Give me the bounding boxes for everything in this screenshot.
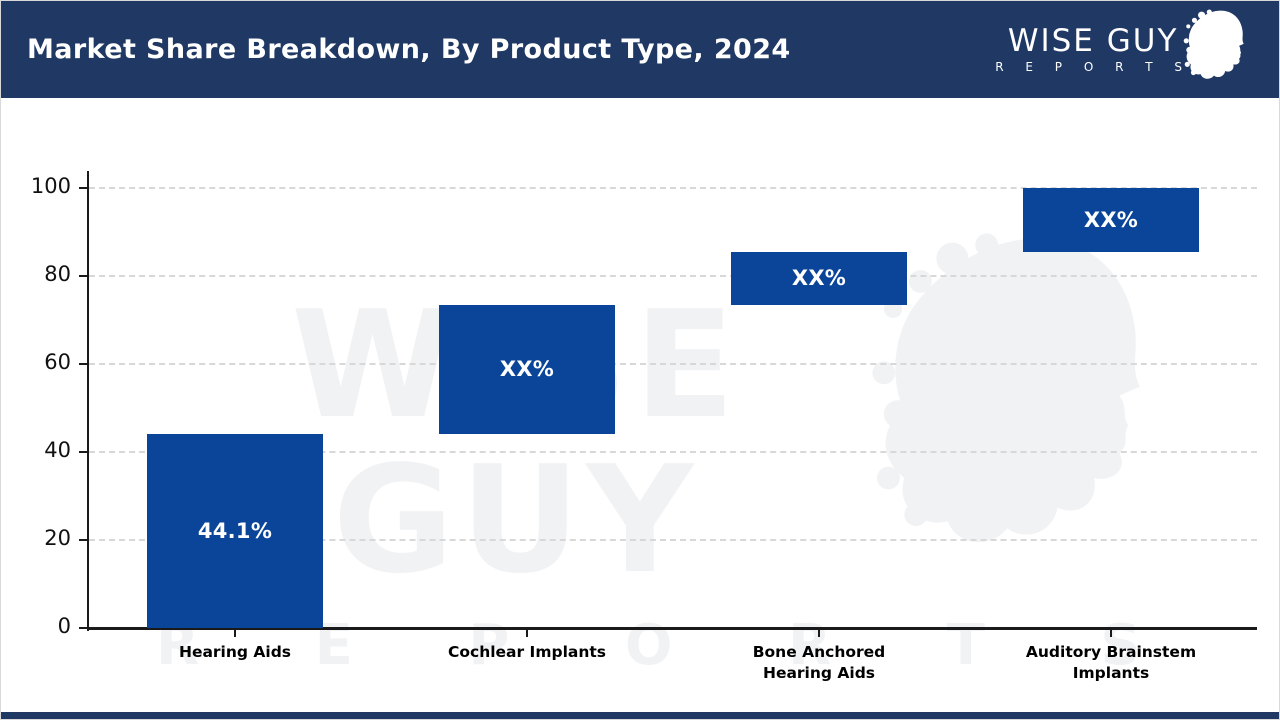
- y-tick: [79, 187, 87, 189]
- y-tick: [79, 451, 87, 453]
- watermark-line1: WISE GUY: [291, 287, 735, 607]
- gridline: [89, 187, 1257, 189]
- bar: 44.1%: [147, 433, 323, 628]
- chart-title: Market Share Breakdown, By Product Type,…: [27, 34, 791, 65]
- y-tick-label: 80: [44, 262, 71, 286]
- x-category-label: Auditory Brainstem Implants: [1025, 643, 1197, 682]
- x-axis-line: [87, 627, 1257, 630]
- logo-face-icon: [1183, 9, 1244, 79]
- y-axis-line: [87, 171, 89, 631]
- logo-text: WISE GUY R E P O R T S: [995, 25, 1191, 75]
- y-tick-label: 60: [44, 350, 71, 374]
- bar-value-label: XX%: [499, 357, 555, 382]
- header-bar: Market Share Breakdown, By Product Type,…: [1, 1, 1279, 98]
- x-tick: [1110, 630, 1112, 637]
- brand-logo: WISE GUY R E P O R T S: [995, 9, 1255, 91]
- y-tick-label: 40: [44, 438, 71, 462]
- y-tick-label: 20: [44, 526, 71, 550]
- y-tick: [79, 363, 87, 365]
- bar: XX%: [1023, 188, 1199, 252]
- x-category-label: Hearing Aids: [178, 643, 292, 661]
- chart-area: WISE GUY R E P O R T S 02040608010044.1%…: [1, 98, 1279, 714]
- gridline: [89, 363, 1257, 365]
- bar: XX%: [439, 304, 615, 434]
- y-tick: [79, 275, 87, 277]
- gridline: [89, 451, 1257, 453]
- x-category-label: Cochlear Implants: [447, 643, 607, 661]
- logo-wordmark: WISE GUY: [1007, 22, 1179, 59]
- y-tick: [79, 539, 87, 541]
- x-category-label: Bone Anchored Hearing Aids: [752, 643, 886, 682]
- footer-bar: [1, 712, 1279, 719]
- y-tick-label: 100: [30, 174, 71, 198]
- x-tick: [818, 630, 820, 637]
- y-tick: [79, 627, 87, 629]
- gridline: [89, 539, 1257, 541]
- bar-value-label: XX%: [1083, 207, 1139, 232]
- y-tick-label: 0: [57, 614, 71, 638]
- bar: XX%: [731, 251, 907, 305]
- gridline: [89, 275, 1257, 277]
- x-tick: [526, 630, 528, 637]
- logo-subtext: R E P O R T S: [995, 60, 1191, 75]
- bar-value-label: 44.1%: [197, 518, 273, 543]
- x-tick: [234, 630, 236, 637]
- bar-value-label: XX%: [791, 266, 847, 291]
